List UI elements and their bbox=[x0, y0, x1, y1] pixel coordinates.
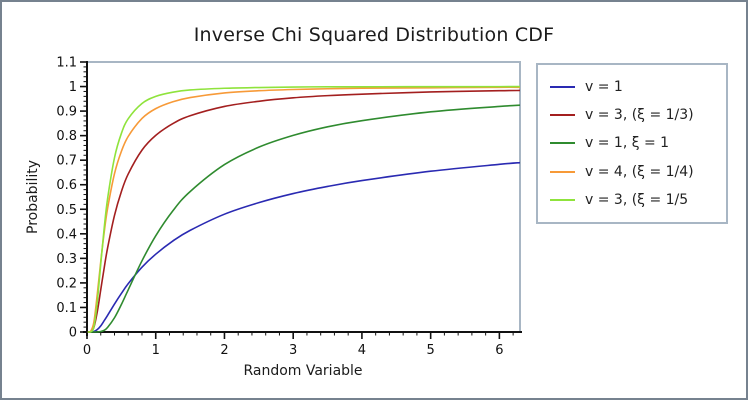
legend-item-1: v = 3, (ξ = 1/3) bbox=[550, 107, 726, 123]
legend-line-swatch bbox=[550, 170, 575, 173]
chart-title: Inverse Chi Squared Distribution CDF bbox=[193, 24, 555, 46]
curve-series-0 bbox=[87, 161, 520, 333]
legend-label: v = 1, ξ = 1 bbox=[585, 135, 670, 152]
legend-label: v = 1 bbox=[585, 79, 623, 96]
y-tick-label: 1.1 bbox=[56, 56, 77, 71]
x-axis-label: Random Variable bbox=[243, 363, 363, 379]
x-tick-label: 6 bbox=[495, 343, 503, 358]
legend-item-4: v = 3, (ξ = 1/5 bbox=[550, 192, 726, 208]
y-tick-label: 0.9 bbox=[56, 105, 77, 120]
legend-line-swatch bbox=[550, 142, 575, 145]
x-tick-label: 2 bbox=[220, 343, 228, 358]
y-tick-label: 0.2 bbox=[56, 276, 77, 291]
legend-line-swatch bbox=[550, 198, 575, 201]
y-tick-label: 0.6 bbox=[56, 178, 77, 193]
legend-line-swatch bbox=[550, 114, 575, 117]
legend-box: v = 1 v = 3, (ξ = 1/3) v = 1, ξ = 1 v = 4, … bbox=[536, 63, 728, 224]
curve-series-1 bbox=[87, 89, 520, 333]
y-tick-label: 0.8 bbox=[56, 129, 77, 144]
x-tick-label: 3 bbox=[289, 343, 297, 358]
y-tick-label: 1 bbox=[69, 80, 77, 95]
y-tick-label: 0.1 bbox=[56, 301, 77, 316]
y-tick-label: 0.4 bbox=[56, 227, 77, 242]
x-tick-label: 4 bbox=[358, 343, 366, 358]
legend-line-swatch bbox=[550, 86, 575, 89]
y-tick-label: 0 bbox=[69, 326, 77, 341]
legend-label: v = 3, (ξ = 1/3) bbox=[585, 107, 694, 124]
y-tick-label: 0.7 bbox=[56, 154, 77, 169]
y-tick-label: 0.3 bbox=[56, 252, 77, 267]
x-tick-label: 0 bbox=[83, 343, 91, 358]
legend-label: v = 4, (ξ = 1/4) bbox=[585, 163, 694, 180]
x-tick-label: 5 bbox=[427, 343, 435, 358]
x-tick-label: 1 bbox=[152, 343, 160, 358]
curve-series-4 bbox=[87, 85, 520, 333]
legend-item-2: v = 1, ξ = 1 bbox=[550, 135, 726, 151]
y-tick-label: 0.5 bbox=[56, 203, 77, 218]
curve-series-3 bbox=[87, 86, 520, 333]
legend-item-0: v = 1 bbox=[550, 79, 726, 95]
legend-label: v = 3, (ξ = 1/5 bbox=[585, 191, 689, 208]
y-axis-label: Probability bbox=[25, 159, 41, 235]
curve-series-2 bbox=[87, 104, 520, 333]
legend-item-3: v = 4, (ξ = 1/4) bbox=[550, 164, 726, 180]
